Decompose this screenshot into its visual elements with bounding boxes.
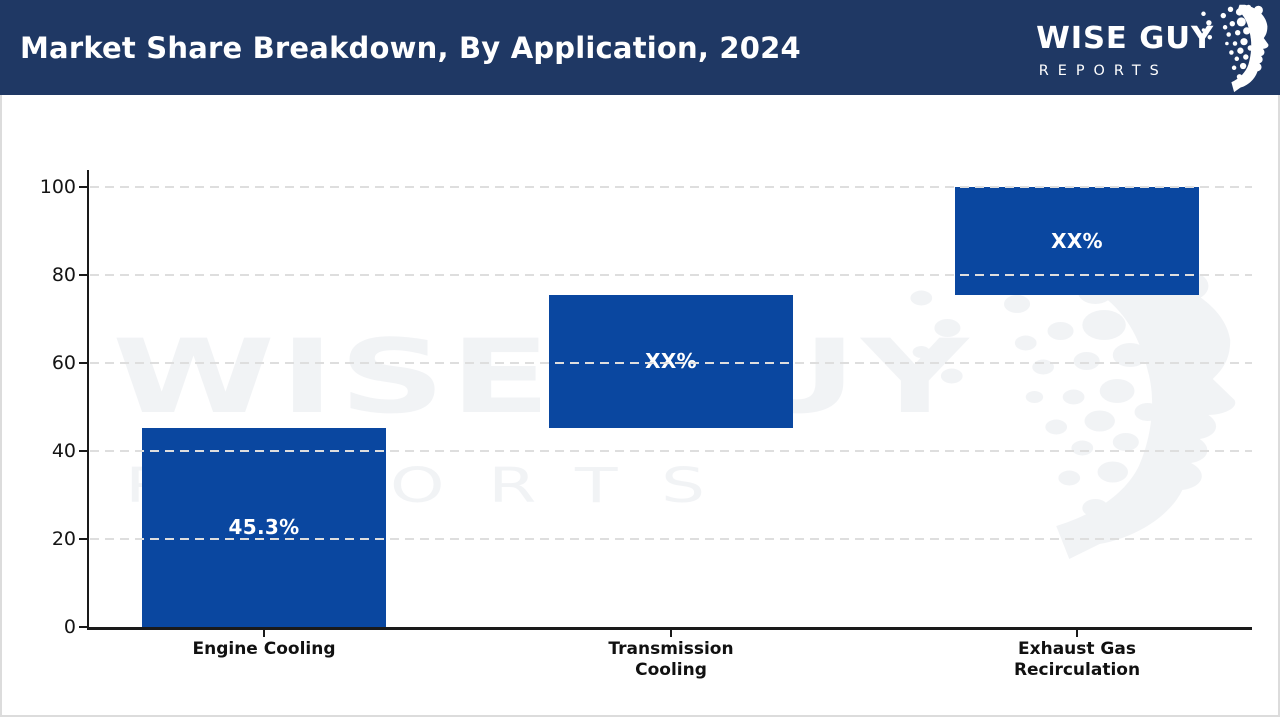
y-tick-label: 60 (51, 352, 76, 374)
x-label-line: Cooling (635, 660, 707, 680)
x-label-line: Exhaust Gas (1018, 639, 1136, 659)
y-tick-mark (79, 538, 87, 540)
bar-value-label: XX% (1051, 228, 1103, 253)
gridline (90, 450, 1252, 452)
x-label-exhaust-gas-recirculation: Exhaust Gas Recirculation (927, 639, 1227, 681)
x-tick-mark (670, 629, 672, 637)
x-label-line: Engine Cooling (192, 639, 336, 659)
y-tick-mark (79, 274, 87, 276)
y-tick-label: 80 (51, 264, 76, 286)
y-tick-mark (79, 186, 87, 188)
x-tick-mark (263, 629, 265, 637)
y-tick-label: 0 (63, 616, 76, 638)
bar-exhaust-gas-recirculation: XX% (955, 187, 1199, 295)
y-tick-label: 20 (51, 528, 76, 550)
y-tick-mark (79, 626, 87, 628)
gridline (90, 362, 1252, 364)
gridline (90, 186, 1252, 188)
x-tick-mark (1076, 629, 1078, 637)
header-bar: Market Share Breakdown, By Application, … (0, 0, 1280, 95)
x-label-transmission-cooling: Transmission Cooling (521, 639, 821, 681)
y-tick-label: 40 (51, 440, 76, 462)
y-tick-mark (79, 450, 87, 452)
chart-title: Market Share Breakdown, By Application, … (20, 30, 801, 65)
x-label-line: Transmission (608, 639, 734, 659)
bar-value-label: 45.3% (228, 515, 300, 540)
bar-engine-cooling: 45.3% (142, 427, 386, 627)
gridline (90, 274, 1252, 276)
x-label-line: Recirculation (1013, 660, 1141, 680)
y-tick-label: 100 (39, 176, 76, 198)
x-label-engine-cooling: Engine Cooling (114, 639, 414, 660)
y-axis-line (87, 170, 89, 629)
y-tick-mark (79, 362, 87, 364)
x-axis-line (87, 627, 1252, 630)
gridline (90, 538, 1252, 540)
